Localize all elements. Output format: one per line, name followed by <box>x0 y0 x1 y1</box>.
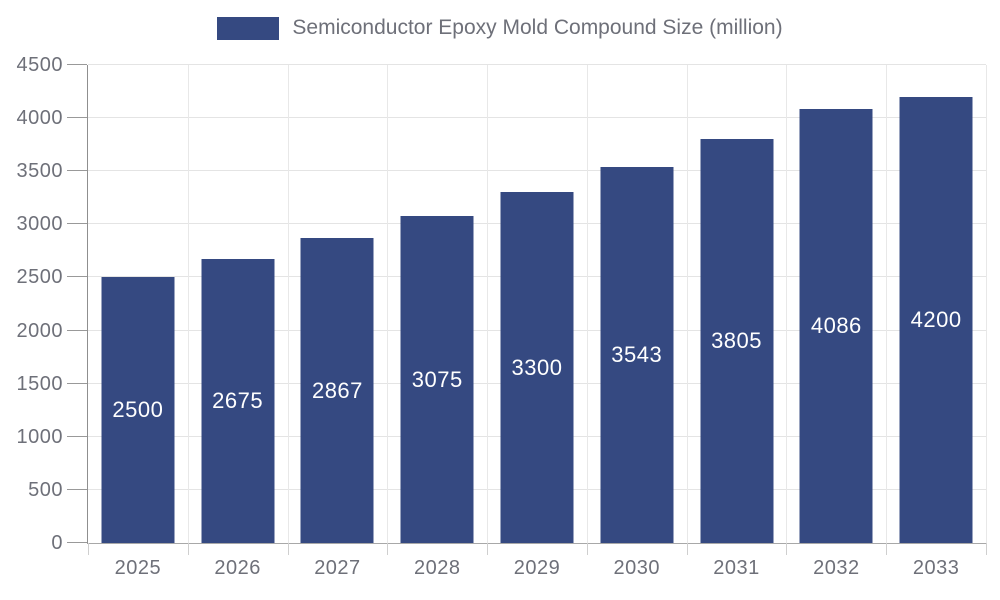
x-axis-tick-label: 2028 <box>413 557 461 579</box>
x-axis-tick <box>487 543 489 555</box>
bar-value-label: 3543 <box>611 341 663 367</box>
bar-value-label: 4086 <box>810 312 862 338</box>
bar-2030[interactable]: 3543 <box>600 166 674 543</box>
bar-2033[interactable]: 4200 <box>899 96 973 543</box>
x-axis-tick <box>786 543 788 555</box>
bar-value-label: 2867 <box>311 377 363 403</box>
y-axis-tick-label: 1000 <box>16 425 63 448</box>
y-axis-tick <box>67 542 87 543</box>
x-axis-tick <box>986 543 987 555</box>
bar-value-label: 3300 <box>511 354 563 380</box>
y-axis-tick-label: 500 <box>28 478 63 501</box>
y-axis-tick <box>67 170 87 172</box>
gridline-vertical <box>786 65 788 543</box>
x-axis-tick-label: 2026 <box>214 557 261 579</box>
gridline-vertical <box>686 65 688 543</box>
bar-value-label: 4200 <box>910 306 962 332</box>
y-axis-tick <box>67 64 87 65</box>
y-axis-tick-label: 2000 <box>16 319 63 342</box>
y-axis-tick <box>67 382 87 384</box>
x-axis-tick <box>586 543 588 555</box>
y-axis-tick <box>67 223 87 225</box>
y-axis-tick-label: 1500 <box>16 372 63 395</box>
bar-2027[interactable]: 2867 <box>300 238 374 543</box>
gridline-vertical <box>886 65 888 543</box>
y-axis-tick-label: 4500 <box>16 54 63 76</box>
x-axis-tick-label: 2030 <box>613 557 661 579</box>
x-axis-tick <box>187 543 189 555</box>
x-axis-tick-label: 2033 <box>912 557 960 579</box>
x-axis-tick <box>387 543 389 555</box>
y-axis-tick <box>67 435 87 437</box>
bar-2032[interactable]: 4086 <box>799 108 873 543</box>
bar-2026[interactable]: 2675 <box>201 258 275 543</box>
y-axis-tick-label: 3500 <box>16 160 63 183</box>
x-axis-tick <box>88 543 89 555</box>
y-axis-tick <box>67 276 87 278</box>
y-axis-tick <box>67 329 87 331</box>
gridline-horizontal <box>88 117 986 119</box>
gridline-vertical <box>387 65 389 543</box>
legend-label[interactable]: Semiconductor Epoxy Mold Compound Size (… <box>292 16 783 39</box>
bar-value-label: 2500 <box>112 397 164 423</box>
x-axis-tick-label: 2027 <box>314 557 361 579</box>
x-axis-tick <box>686 543 688 555</box>
bar-2028[interactable]: 3075 <box>400 216 474 543</box>
y-axis-tick <box>67 488 87 490</box>
gridline-horizontal <box>88 64 986 65</box>
bar-2031[interactable]: 3805 <box>700 138 774 543</box>
gridline-vertical <box>287 65 289 543</box>
legend-swatch[interactable] <box>217 16 280 40</box>
gridline-vertical <box>986 65 987 543</box>
bar-2029[interactable]: 3300 <box>500 192 574 543</box>
x-axis-tick <box>886 543 888 555</box>
gridline-vertical <box>187 65 189 543</box>
plot-area: 0 500 1000 1500 2000 2500 3000 3500 4000 4500 2500… <box>17 55 987 578</box>
y-axis-tick-label: 3000 <box>16 213 63 236</box>
y-axis-tick-label: 4000 <box>16 107 63 130</box>
bar-2025[interactable]: 2500 <box>101 277 175 543</box>
y-axis-tick <box>67 117 87 119</box>
y-axis-tick-label: 0 <box>51 532 63 554</box>
bar-value-label: 3075 <box>411 366 463 392</box>
x-axis-tick-label: 2031 <box>713 557 760 579</box>
x-axis-tick-label: 2032 <box>813 557 860 579</box>
gridline-vertical <box>487 65 489 543</box>
x-axis-tick-label: 2025 <box>114 557 162 579</box>
y-axis-tick-label: 2500 <box>16 266 63 289</box>
x-axis-tick <box>287 543 289 555</box>
x-axis-tick-label: 2029 <box>513 557 561 579</box>
bar-value-label: 2675 <box>212 387 264 413</box>
gridline-vertical <box>586 65 588 543</box>
chart-legend: Semiconductor Epoxy Mold Compound Size (… <box>0 16 1000 40</box>
gridline-horizontal <box>88 170 986 172</box>
bar-value-label: 3805 <box>711 327 763 353</box>
